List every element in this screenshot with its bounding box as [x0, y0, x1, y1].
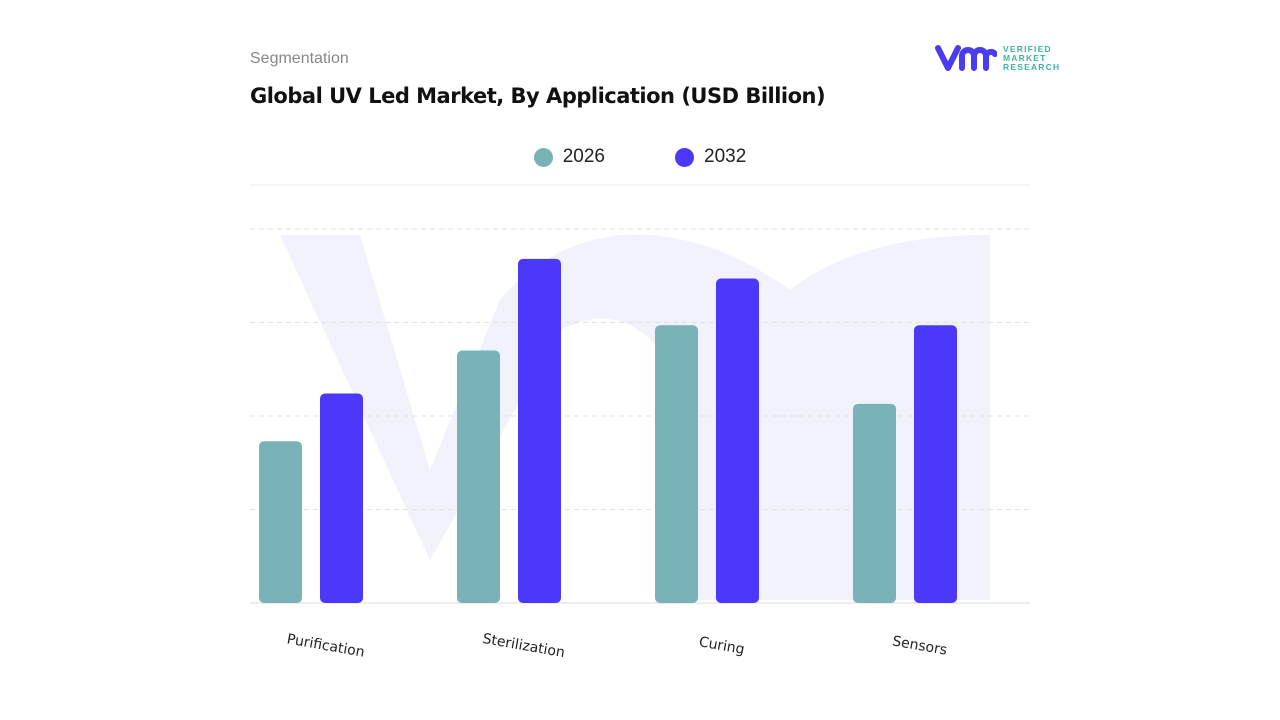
x-tick-label: Purification: [286, 631, 366, 660]
x-tick-label: Sterilization: [481, 631, 566, 661]
x-tick-label: Sensors: [891, 633, 948, 658]
bar-curing-2026[interactable]: [655, 325, 698, 603]
legend: 2026 2032: [0, 146, 1280, 168]
section-label: Segmentation: [250, 50, 349, 67]
legend-label: 2026: [562, 146, 605, 167]
logo-text: VERIFIED MARKET RESEARCH: [1003, 43, 1061, 72]
bar-purification-2032[interactable]: [320, 393, 363, 603]
bar-purification-2026[interactable]: [259, 441, 302, 603]
legend-item-2032[interactable]: 2032: [675, 146, 746, 168]
x-tick-label: Curing: [698, 634, 746, 658]
bar-sterilization-2026[interactable]: [457, 350, 500, 603]
bar-sensors-2026[interactable]: [853, 403, 896, 603]
chart-title: Global UV Led Market, By Application (US…: [250, 84, 826, 108]
bar-curing-2032[interactable]: [716, 278, 759, 603]
bar-sensors-2032[interactable]: [914, 325, 957, 603]
legend-swatch: [675, 147, 694, 167]
vmr-logo: VERIFIED MARKET RESEARCH: [935, 44, 1060, 72]
legend-label: 2032: [704, 146, 747, 167]
legend-item-2026[interactable]: 2026: [533, 146, 605, 168]
bar-sterilization-2032[interactable]: [518, 258, 561, 603]
vmr-logo-mark-icon: [935, 45, 997, 71]
legend-swatch: [533, 147, 553, 167]
